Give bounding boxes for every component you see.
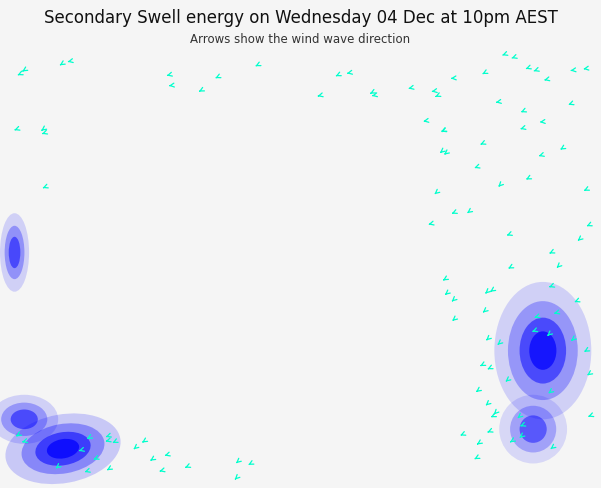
Text: Arrows show the wind wave direction: Arrows show the wind wave direction [191,33,410,46]
Ellipse shape [520,415,547,443]
Ellipse shape [499,395,567,464]
Ellipse shape [495,282,591,419]
Ellipse shape [11,409,38,429]
Ellipse shape [35,432,91,466]
Ellipse shape [508,301,578,400]
Ellipse shape [1,403,47,436]
Ellipse shape [47,439,79,459]
Ellipse shape [22,423,105,474]
Ellipse shape [5,413,121,484]
Ellipse shape [0,395,58,444]
Ellipse shape [9,237,20,268]
Ellipse shape [510,406,556,452]
Ellipse shape [520,318,566,384]
Ellipse shape [529,331,557,370]
Ellipse shape [0,213,29,292]
Ellipse shape [5,226,25,279]
Text: Secondary Swell energy on Wednesday 04 Dec at 10pm AEST: Secondary Swell energy on Wednesday 04 D… [43,9,558,27]
